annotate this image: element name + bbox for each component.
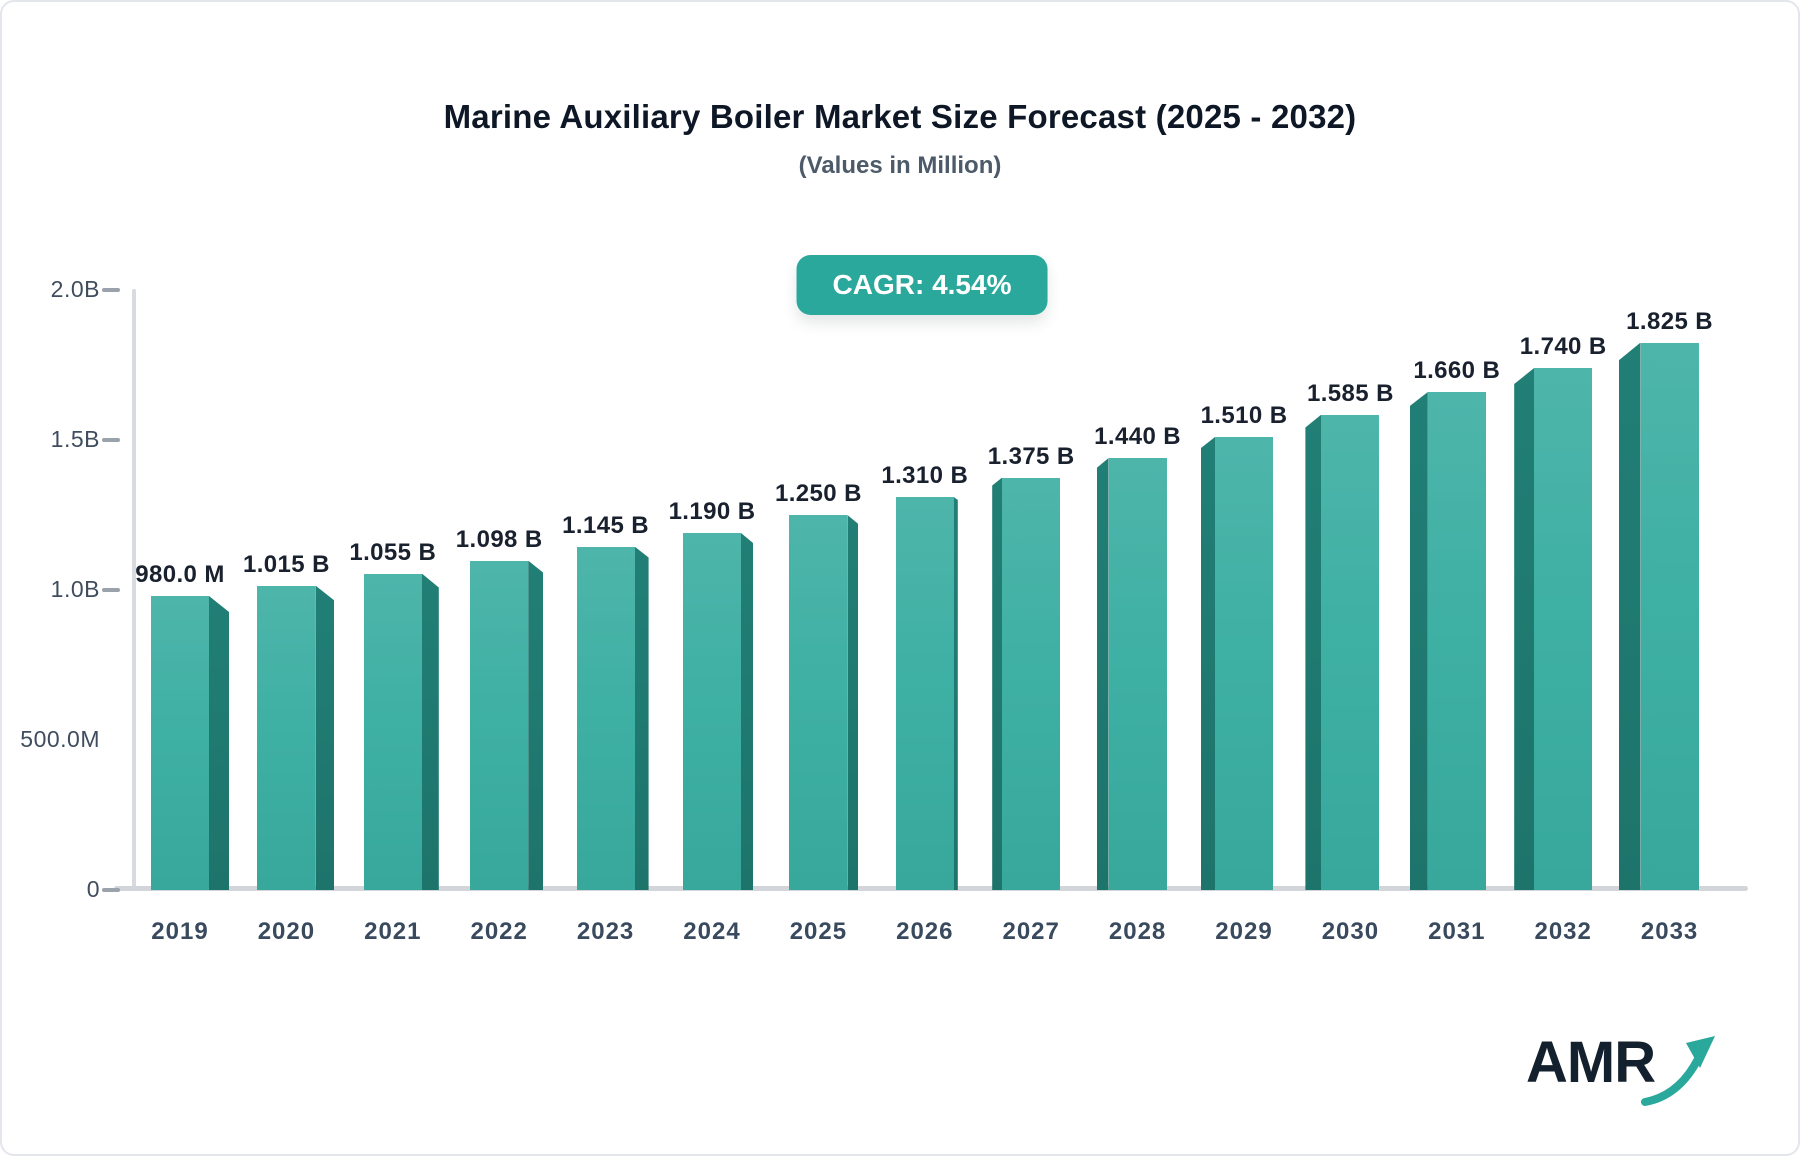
value-label-2023: 1.145 B [562, 511, 650, 539]
x-label-2029: 2029 [1215, 918, 1273, 945]
value-label-2033: 1.825 B [1626, 307, 1714, 335]
value-label-2027: 1.375 B [987, 442, 1075, 470]
x-label-2023: 2023 [576, 918, 635, 945]
y-tick-label-0: 0 [86, 876, 100, 902]
bar-2021-side [421, 573, 439, 890]
value-label-2028: 1.440 B [1094, 423, 1182, 450]
y-tick-label-500.0M: 500.0M [20, 726, 100, 752]
value-label-2025: 1.250 B [774, 480, 862, 507]
bar-2033-side [1618, 342, 1641, 890]
y-tick-dash-2.0B [102, 288, 120, 292]
bar-2028-face [1108, 458, 1167, 890]
bar-2033-face [1640, 342, 1699, 890]
x-label-2027: 2027 [1002, 918, 1060, 945]
bar-2024-side [741, 533, 753, 890]
bar-2026-face [895, 497, 954, 890]
y-axis-line [132, 289, 136, 890]
value-label-2021: 1.055 B [349, 538, 437, 566]
value-label-2032: 1.740 B [1519, 333, 1607, 360]
bar-2030-side [1305, 414, 1322, 890]
x-label-2021: 2021 [364, 918, 422, 945]
bar-2030-face [1321, 414, 1380, 890]
bar-2023-face [576, 546, 635, 890]
bar-2024-face [683, 533, 741, 890]
value-label-2031: 1.660 B [1413, 357, 1501, 384]
bar-2028-side [1096, 458, 1109, 890]
x-label-2026: 2026 [896, 918, 954, 945]
y-tick-dash-1.0B [102, 588, 120, 592]
bar-2029-face [1215, 437, 1273, 890]
bar-2019-face [151, 596, 209, 890]
x-label-2022: 2022 [470, 918, 528, 945]
x-label-2019: 2019 [151, 918, 209, 945]
bar-2029-side [1201, 437, 1215, 890]
bar-2027-side [992, 477, 1003, 890]
amr-logo: AMR [1526, 1032, 1717, 1110]
cagr-badge-label: CAGR: 4.54% [832, 269, 1012, 300]
x-label-2028: 2028 [1108, 918, 1167, 945]
amr-logo-text: AMR [1526, 1030, 1656, 1095]
bar-2031-face [1427, 392, 1486, 890]
value-label-2022: 1.098 B [455, 525, 543, 553]
bar-2019-side [209, 596, 229, 890]
bar-2020-face [257, 585, 316, 890]
bar-2025-side [847, 515, 859, 890]
bar-2026-side [953, 497, 958, 890]
y-tick-dash-1.5B [102, 438, 120, 442]
bar-2020-side [315, 585, 335, 890]
y-tick-dash-0 [102, 888, 120, 892]
bar-2022-face [470, 560, 529, 890]
x-label-2025: 2025 [789, 918, 848, 945]
value-label-2019: 980.0 M [135, 561, 225, 588]
cagr-badge: CAGR: 4.54% [796, 255, 1048, 315]
y-tick-label-1.5B: 1.5B [50, 426, 100, 452]
bar-2032-face [1534, 368, 1593, 890]
x-label-2030: 2030 [1321, 918, 1380, 945]
value-label-2030: 1.585 B [1306, 379, 1394, 407]
value-label-2020: 1.015 B [242, 550, 330, 578]
x-label-2024: 2024 [683, 918, 741, 945]
bar-2023-side [634, 546, 649, 890]
bar-2031-side [1409, 392, 1428, 890]
x-label-2031: 2031 [1428, 918, 1486, 945]
trend-up-arrow-icon [1641, 1036, 1716, 1106]
bar-2022-side [528, 560, 544, 890]
value-label-2024: 1.190 B [668, 498, 756, 525]
bar-2021-face [363, 573, 422, 890]
chart-title: Marine Auxiliary Boiler Market Size Fore… [443, 98, 1357, 135]
bar-2032-side [1514, 368, 1535, 890]
y-tick-label-1.0B: 1.0B [50, 576, 100, 602]
bar-2027-face [1002, 477, 1061, 890]
y-tick-label-2.0B: 2.0B [50, 276, 100, 302]
value-label-2026: 1.310 B [881, 462, 969, 489]
value-label-2029: 1.510 B [1200, 402, 1288, 429]
x-label-2020: 2020 [257, 918, 316, 945]
chart-subtitle: (Values in Million) [798, 152, 1002, 179]
x-label-2032: 2032 [1534, 918, 1592, 945]
x-label-2033: 2033 [1640, 918, 1699, 945]
bar-2025-face [789, 515, 848, 890]
